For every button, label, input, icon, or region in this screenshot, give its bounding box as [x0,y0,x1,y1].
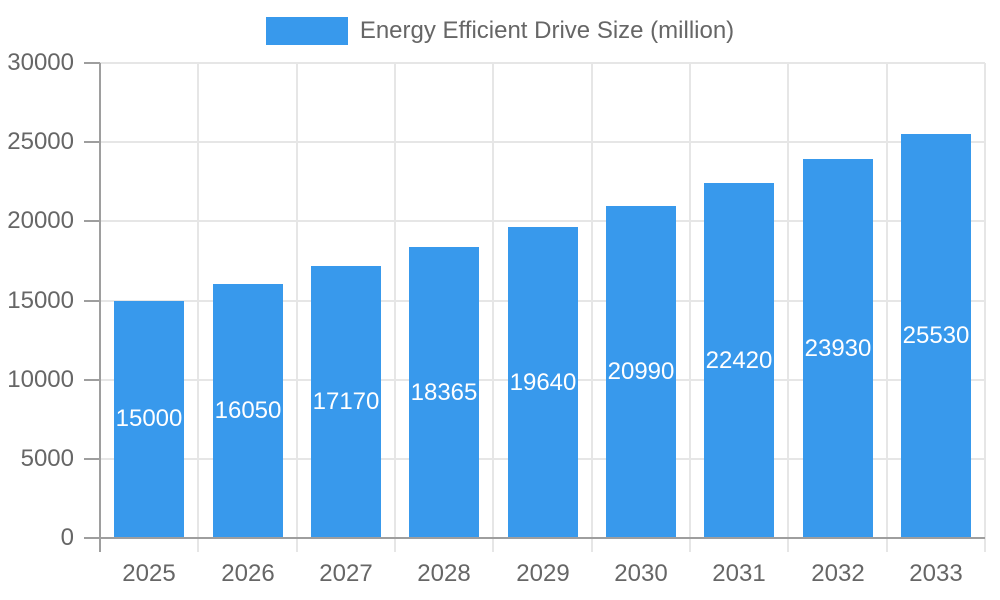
x-axis-tick-label: 2032 [811,560,865,587]
gridline-horizontal [100,220,985,222]
bar[interactable] [409,247,479,538]
bar[interactable] [704,183,774,538]
y-axis-tick [84,141,100,143]
legend-label: Energy Efficient Drive Size (million) [359,17,735,44]
y-axis-tick [84,220,100,222]
x-axis-tick-label: 2030 [614,560,668,587]
x-axis-tick-label: 2033 [909,560,963,587]
y-axis-tick [84,458,100,460]
bar-value-label: 15000 [115,405,183,432]
gridline-vertical [296,63,298,552]
bar[interactable] [508,227,578,538]
bar-value-label: 22420 [705,347,773,374]
legend-swatch [265,17,348,45]
gridline-vertical [984,63,986,552]
bar-value-label: 23930 [804,335,872,362]
gridline-vertical [591,63,593,552]
x-axis-tick-label: 2031 [712,560,766,587]
bar-value-label: 20990 [607,358,675,385]
y-axis-tick-label: 20000 [7,207,74,234]
x-axis-tick-label: 2025 [122,560,176,587]
y-axis-tick-label: 25000 [7,128,74,155]
bar-value-label: 19640 [509,369,577,396]
bar-value-label: 16050 [214,397,282,424]
y-axis-line [99,63,101,552]
x-axis-tick-label: 2028 [417,560,471,587]
gridline-vertical [886,63,888,552]
bar[interactable] [311,266,381,538]
bar-value-label: 25530 [902,322,970,349]
x-axis-tick-label: 2026 [221,560,275,587]
bar-value-label: 17170 [312,388,380,415]
gridline-vertical [492,63,494,552]
bar[interactable] [901,134,971,538]
y-axis-tick [84,62,100,64]
bar[interactable] [114,301,184,539]
bar[interactable] [213,284,283,538]
y-axis-tick-label: 5000 [20,445,74,472]
gridline-vertical [197,63,199,552]
x-axis-tick-label: 2027 [319,560,373,587]
y-axis-tick-label: 15000 [7,287,74,314]
gridline-vertical [394,63,396,552]
bar[interactable] [606,206,676,538]
y-axis-tick-label: 10000 [7,366,74,393]
y-axis-tick [84,300,100,302]
x-axis-tick-label: 2029 [516,560,570,587]
bar-value-label: 18365 [410,379,478,406]
y-axis-tick-label: 0 [60,524,74,551]
gridline-horizontal [100,62,985,64]
bar[interactable] [803,159,873,538]
gridline-horizontal [100,141,985,143]
gridline-vertical [787,63,789,552]
y-axis-tick-label: 30000 [7,49,74,76]
gridline-vertical [689,63,691,552]
x-axis-baseline [84,537,985,539]
legend[interactable]: Energy Efficient Drive Size (million) [0,17,1000,45]
y-axis-tick [84,379,100,381]
